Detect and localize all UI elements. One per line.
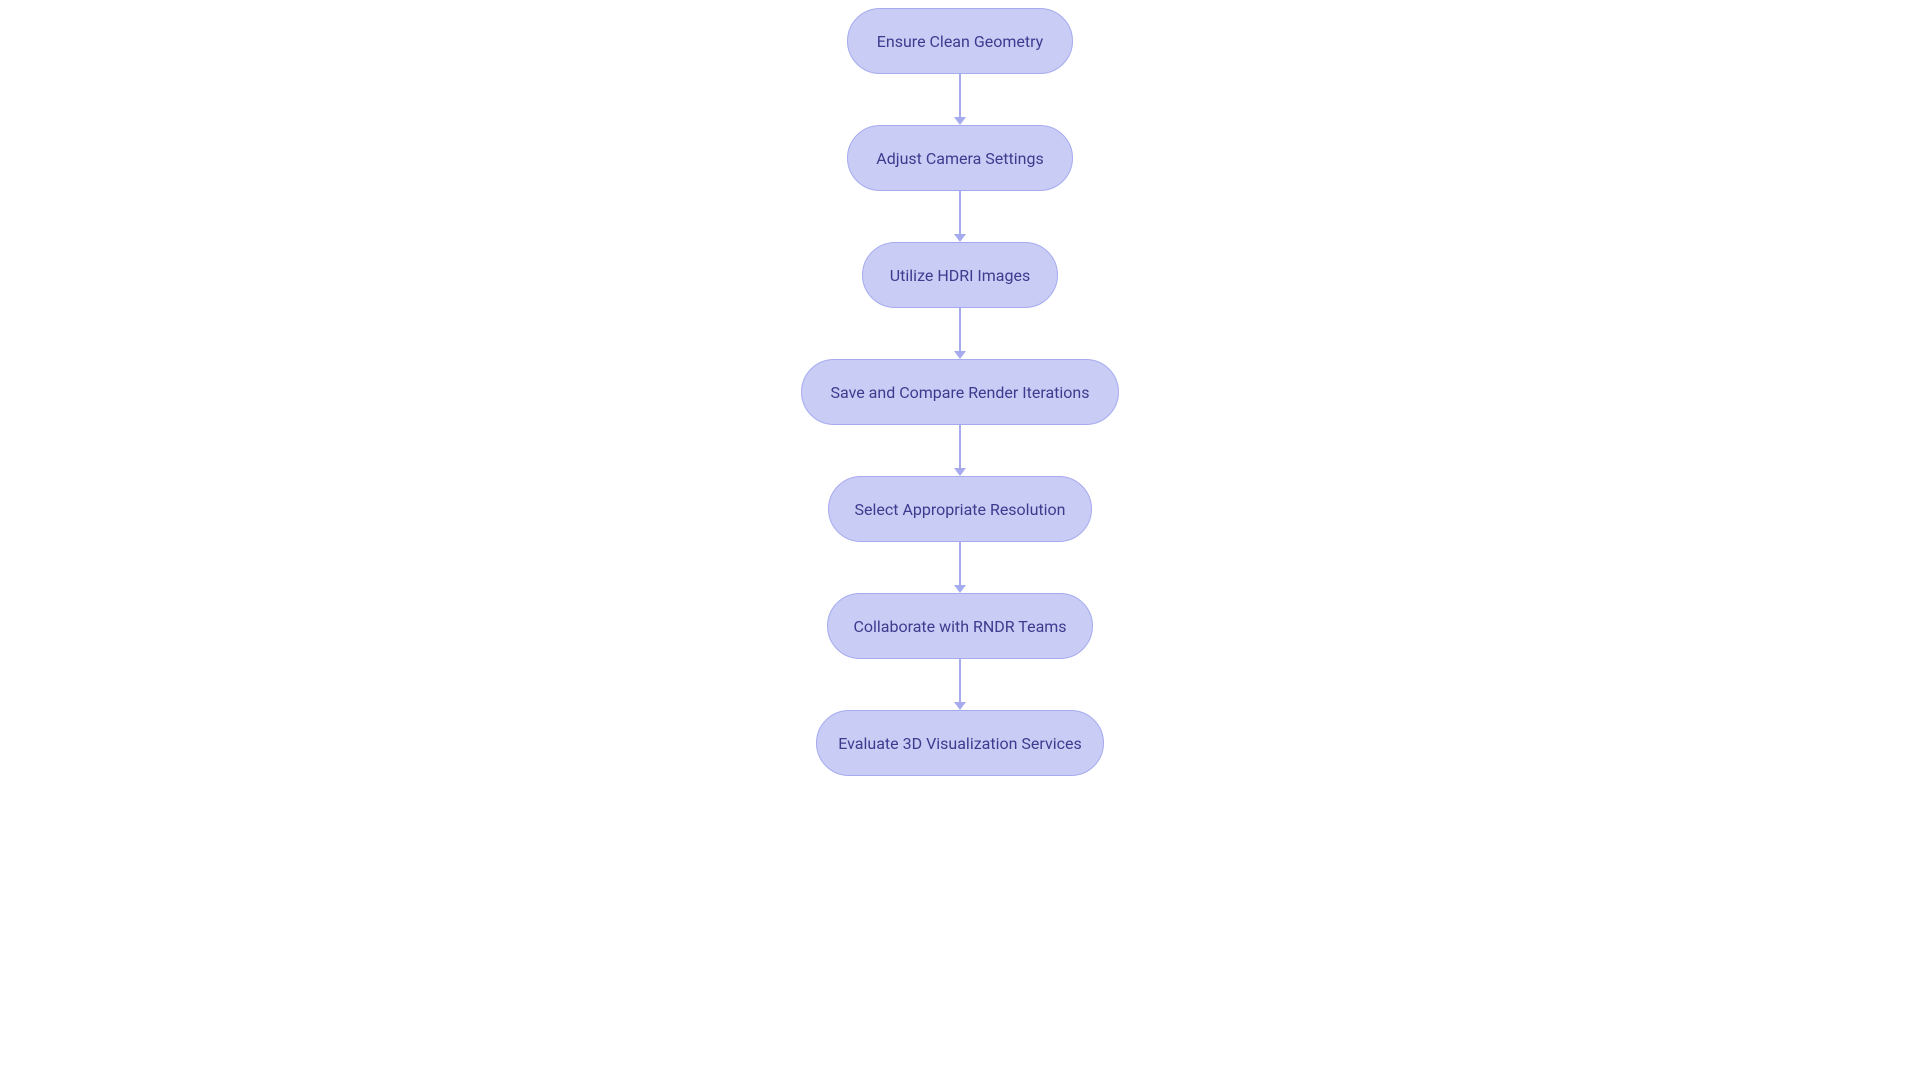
flowchart-edge-line: [959, 659, 961, 703]
flowchart-node-label: Ensure Clean Geometry: [877, 32, 1043, 51]
arrow-down-icon: [954, 351, 966, 359]
flowchart-node: Evaluate 3D Visualization Services: [816, 710, 1104, 776]
arrow-down-icon: [954, 117, 966, 125]
flowchart-edge-line: [959, 74, 961, 118]
flowchart-edge: [954, 659, 966, 710]
flowchart-edge: [954, 191, 966, 242]
flowchart-node: Adjust Camera Settings: [847, 125, 1073, 191]
flowchart-node: Collaborate with RNDR Teams: [827, 593, 1093, 659]
flowchart-edge-line: [959, 542, 961, 586]
flowchart-edge-line: [959, 308, 961, 352]
flowchart-node-label: Utilize HDRI Images: [890, 266, 1030, 285]
arrow-down-icon: [954, 468, 966, 476]
flowchart-node-label: Select Appropriate Resolution: [855, 500, 1066, 519]
flowchart-node: Save and Compare Render Iterations: [801, 359, 1119, 425]
flowchart-node: Select Appropriate Resolution: [828, 476, 1092, 542]
flowchart-edge: [954, 74, 966, 125]
arrow-down-icon: [954, 234, 966, 242]
arrow-down-icon: [954, 585, 966, 593]
flowchart-node: Utilize HDRI Images: [862, 242, 1058, 308]
flowchart-edge: [954, 308, 966, 359]
flowchart-node-label: Save and Compare Render Iterations: [830, 383, 1089, 402]
flowchart-node-label: Evaluate 3D Visualization Services: [838, 734, 1081, 753]
flowchart-node-label: Collaborate with RNDR Teams: [853, 617, 1066, 636]
flowchart-container: Ensure Clean Geometry Adjust Camera Setti…: [801, 8, 1119, 776]
flowchart-edge: [954, 425, 966, 476]
flowchart-edge-line: [959, 425, 961, 469]
flowchart-node: Ensure Clean Geometry: [847, 8, 1073, 74]
flowchart-edge-line: [959, 191, 961, 235]
arrow-down-icon: [954, 702, 966, 710]
flowchart-edge: [954, 542, 966, 593]
flowchart-node-label: Adjust Camera Settings: [876, 149, 1043, 168]
